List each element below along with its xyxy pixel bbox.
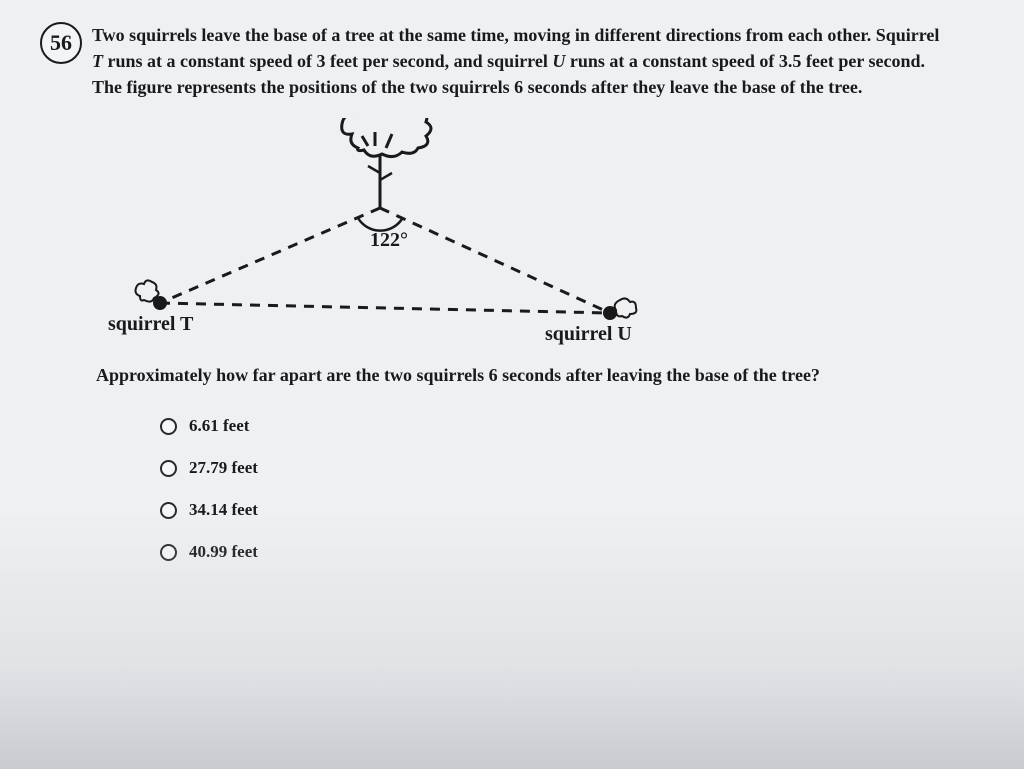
options-group: 6.61 feet 27.79 feet 34.14 feet 40.99 fe… xyxy=(160,416,984,562)
option-label: 27.79 feet xyxy=(189,458,258,478)
question-number-badge: 56 xyxy=(40,22,82,64)
angle-label: 122° xyxy=(370,229,408,251)
squirrel-T-icon xyxy=(136,281,167,310)
option-row[interactable]: 40.99 feet xyxy=(160,542,984,562)
branch-left xyxy=(368,166,380,173)
label-squirrel-U: squirrel U xyxy=(545,323,632,345)
qtext-var1: T xyxy=(92,51,103,71)
figure-svg: 122° squirrel T squirrel U xyxy=(100,118,660,348)
question-number: 56 xyxy=(50,30,72,56)
option-row[interactable]: 34.14 feet xyxy=(160,500,984,520)
option-label: 6.61 feet xyxy=(189,416,249,436)
option-row[interactable]: 6.61 feet xyxy=(160,416,984,436)
squirrel-U-icon xyxy=(604,299,636,320)
sub-question: Approximately how far apart are the two … xyxy=(96,362,956,388)
path-to-T xyxy=(160,208,380,303)
option-label: 34.14 feet xyxy=(189,500,258,520)
question-text: Two squirrels leave the base of a tree a… xyxy=(92,22,952,100)
qtext-p1: Two squirrels leave the base of a tree a… xyxy=(92,25,939,45)
subq-rest: how far apart are the two squirrels 6 se… xyxy=(212,365,820,385)
branch-right xyxy=(380,173,392,180)
radio-icon[interactable] xyxy=(160,460,177,477)
question-body: Two squirrels leave the base of a tree a… xyxy=(92,20,984,100)
path-to-U xyxy=(380,208,610,313)
label-squirrel-T: squirrel T xyxy=(108,313,194,335)
option-label: 40.99 feet xyxy=(189,542,258,562)
radio-icon[interactable] xyxy=(160,544,177,561)
figure-diagram: 122° squirrel T squirrel U xyxy=(100,118,660,348)
subq-ital: Approximately xyxy=(96,365,212,385)
qtext-p2: runs at a constant speed of 3 feet per s… xyxy=(103,51,552,71)
option-row[interactable]: 27.79 feet xyxy=(160,458,984,478)
radio-icon[interactable] xyxy=(160,418,177,435)
question-row: 56 Two squirrels leave the base of a tre… xyxy=(40,20,984,100)
tree-icon xyxy=(342,118,431,157)
path-T-to-U xyxy=(160,303,610,313)
radio-icon[interactable] xyxy=(160,502,177,519)
qtext-var2: U xyxy=(552,51,565,71)
